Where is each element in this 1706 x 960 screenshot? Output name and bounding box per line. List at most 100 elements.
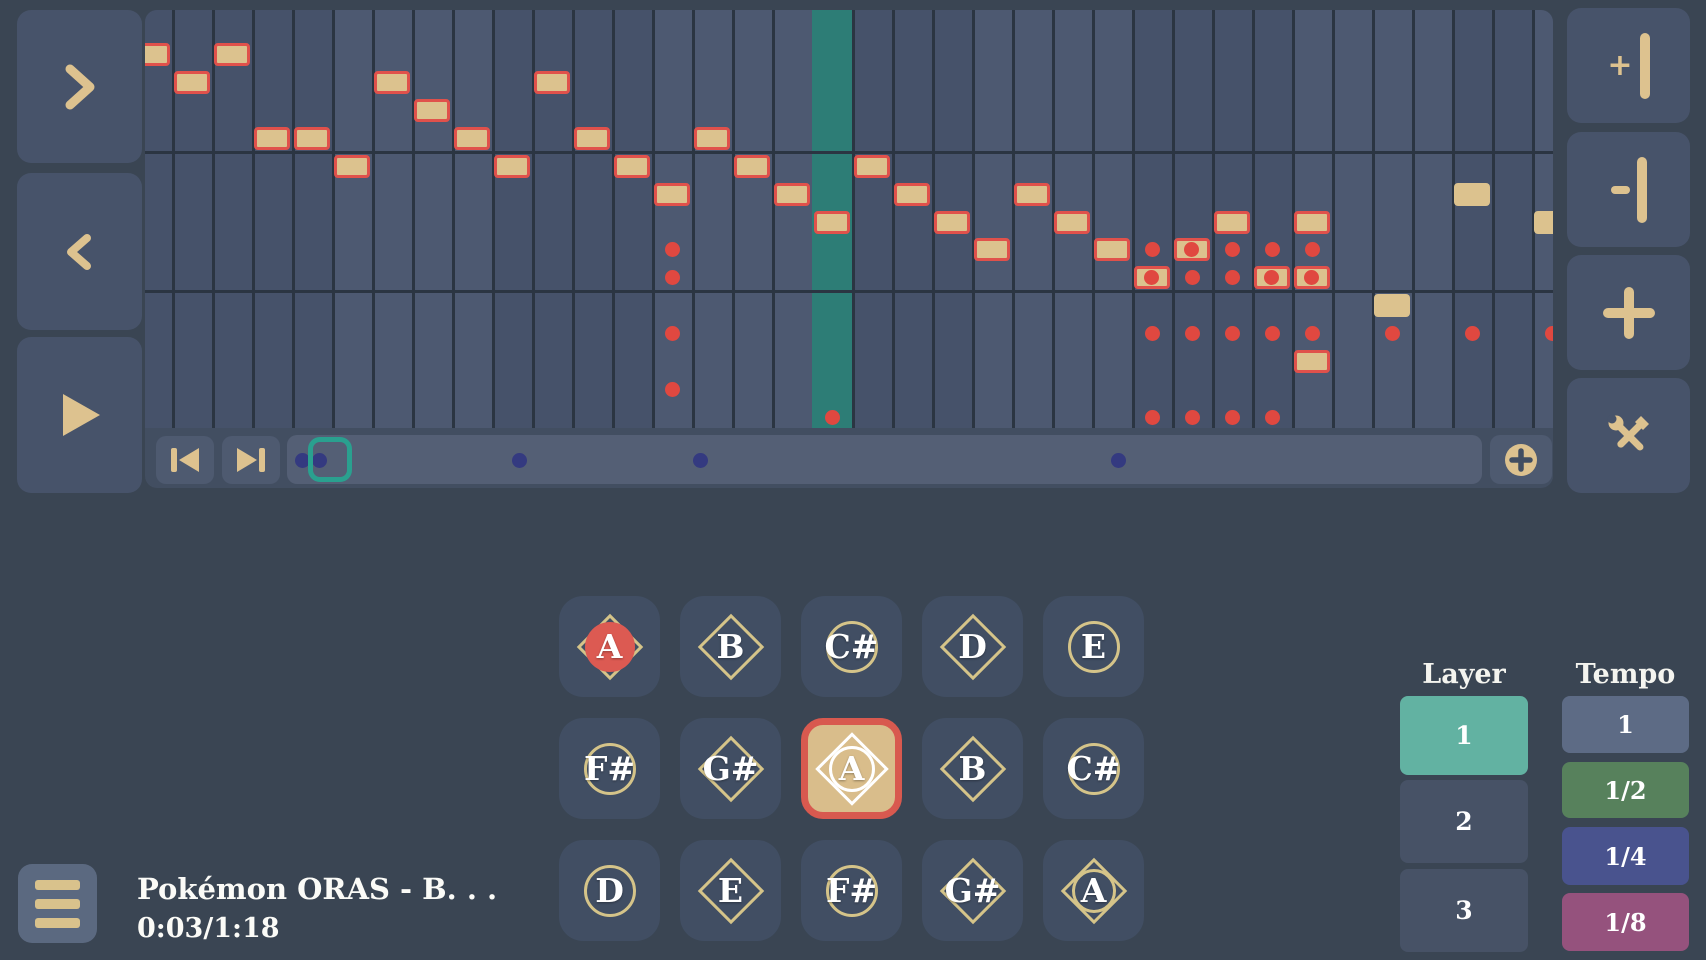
note-canvas[interactable] xyxy=(145,10,1553,428)
layer-option-1[interactable]: 1 xyxy=(1400,696,1528,775)
page-back-button[interactable] xyxy=(17,173,142,330)
note-key-e-r1[interactable]: E xyxy=(1043,596,1144,697)
breakpoint-dot[interactable] xyxy=(312,453,327,468)
grid-column[interactable] xyxy=(892,10,932,428)
note-key-fs-r2[interactable]: F# xyxy=(559,718,660,819)
note-key-gs-r2[interactable]: G# xyxy=(680,718,781,819)
grid-column[interactable] xyxy=(1172,10,1212,428)
grid-column[interactable] xyxy=(1012,10,1052,428)
grid-column[interactable] xyxy=(1452,10,1492,428)
note-grid-panel[interactable] xyxy=(145,10,1553,488)
tempo-option-1-8[interactable]: 1/8 xyxy=(1562,893,1689,951)
timeline-track[interactable] xyxy=(287,435,1482,484)
note-cell[interactable] xyxy=(1014,182,1050,206)
breakpoint-dot[interactable] xyxy=(1111,453,1126,468)
grid-column[interactable] xyxy=(772,10,812,428)
grid-column[interactable] xyxy=(612,10,652,428)
note-cell[interactable] xyxy=(374,70,410,94)
note-cell[interactable] xyxy=(1374,294,1410,318)
note-cell[interactable] xyxy=(734,154,770,178)
note-key-a-r1[interactable]: A xyxy=(559,596,660,697)
note-cell[interactable] xyxy=(934,210,970,234)
note-cell[interactable] xyxy=(774,182,810,206)
note-cell[interactable] xyxy=(174,70,210,94)
note-key-b-r1[interactable]: B xyxy=(680,596,781,697)
note-key-e-r3[interactable]: E xyxy=(680,840,781,941)
note-cell[interactable] xyxy=(454,126,490,150)
note-cell[interactable] xyxy=(1174,238,1210,262)
note-cell[interactable] xyxy=(894,182,930,206)
note-cell[interactable] xyxy=(1294,210,1330,234)
tools-button[interactable] xyxy=(1567,378,1690,493)
tempo-option-1[interactable]: 1 xyxy=(1562,696,1689,753)
note-key-b-r2[interactable]: B xyxy=(922,718,1023,819)
grid-column[interactable] xyxy=(492,10,532,428)
breakpoint-dot[interactable] xyxy=(693,453,708,468)
note-key-fs-r3[interactable]: F# xyxy=(801,840,902,941)
breakpoint-dot[interactable] xyxy=(295,453,310,468)
grid-column[interactable] xyxy=(1332,10,1372,428)
note-key-a-r2[interactable]: A xyxy=(801,718,902,819)
note-cell[interactable] xyxy=(1254,266,1290,290)
note-cell[interactable] xyxy=(1534,210,1553,234)
grid-column[interactable] xyxy=(145,10,172,428)
note-cell[interactable] xyxy=(534,70,570,94)
grid-column[interactable] xyxy=(692,10,732,428)
timeline-view-selection[interactable] xyxy=(308,437,352,482)
play-button[interactable] xyxy=(17,337,142,493)
note-key-a-r3[interactable]: A xyxy=(1043,840,1144,941)
note-cell[interactable] xyxy=(145,42,170,66)
grid-column[interactable] xyxy=(1492,10,1532,428)
skip-to-start-button[interactable] xyxy=(156,436,214,484)
skip-to-end-button[interactable] xyxy=(222,436,280,484)
grid-column[interactable] xyxy=(652,10,692,428)
grid-column[interactable] xyxy=(1132,10,1172,428)
note-cell[interactable] xyxy=(1294,350,1330,374)
note-cell[interactable] xyxy=(974,238,1010,262)
grid-column[interactable] xyxy=(212,10,252,428)
note-cell[interactable] xyxy=(814,210,850,234)
note-cell[interactable] xyxy=(854,154,890,178)
note-cell[interactable] xyxy=(1134,266,1170,290)
note-cell[interactable] xyxy=(1454,182,1490,206)
grid-column[interactable] xyxy=(732,10,772,428)
grid-column[interactable] xyxy=(1372,10,1412,428)
add-breakpoint-button[interactable] xyxy=(1490,435,1552,484)
note-cell[interactable] xyxy=(334,154,370,178)
grid-column[interactable] xyxy=(412,10,452,428)
note-key-d-r1[interactable]: D xyxy=(922,596,1023,697)
note-cell[interactable] xyxy=(494,154,530,178)
grid-column[interactable] xyxy=(572,10,612,428)
layer-option-3[interactable]: 3 xyxy=(1400,869,1528,952)
add-button[interactable] xyxy=(1567,255,1690,370)
grid-column[interactable] xyxy=(332,10,372,428)
tempo-option-1-2[interactable]: 1/2 xyxy=(1562,762,1689,818)
note-key-cs-r2[interactable]: C# xyxy=(1043,718,1144,819)
layer-option-2[interactable]: 2 xyxy=(1400,780,1528,863)
note-cell[interactable] xyxy=(294,126,330,150)
note-cell[interactable] xyxy=(1214,210,1250,234)
note-cell[interactable] xyxy=(614,154,650,178)
grid-column[interactable] xyxy=(1412,10,1452,428)
note-key-cs-r1[interactable]: C# xyxy=(801,596,902,697)
note-cell[interactable] xyxy=(254,126,290,150)
note-cell[interactable] xyxy=(1094,238,1130,262)
breakpoint-dot[interactable] xyxy=(512,453,527,468)
grid-column[interactable] xyxy=(1092,10,1132,428)
note-key-gs-r3[interactable]: G# xyxy=(922,840,1023,941)
grid-column[interactable] xyxy=(852,10,892,428)
note-cell[interactable] xyxy=(1054,210,1090,234)
note-cell[interactable] xyxy=(214,42,250,66)
note-cell[interactable] xyxy=(694,126,730,150)
note-cell[interactable] xyxy=(414,98,450,122)
note-key-d-r3[interactable]: D xyxy=(559,840,660,941)
grid-column[interactable] xyxy=(972,10,1012,428)
grid-column[interactable] xyxy=(452,10,492,428)
note-cell[interactable] xyxy=(1294,266,1330,290)
note-cell[interactable] xyxy=(574,126,610,150)
menu-button[interactable] xyxy=(18,864,97,943)
note-cell[interactable] xyxy=(654,182,690,206)
grid-column[interactable] xyxy=(252,10,292,428)
grid-column[interactable] xyxy=(1252,10,1292,428)
add-column-button[interactable]: + xyxy=(1567,8,1690,123)
